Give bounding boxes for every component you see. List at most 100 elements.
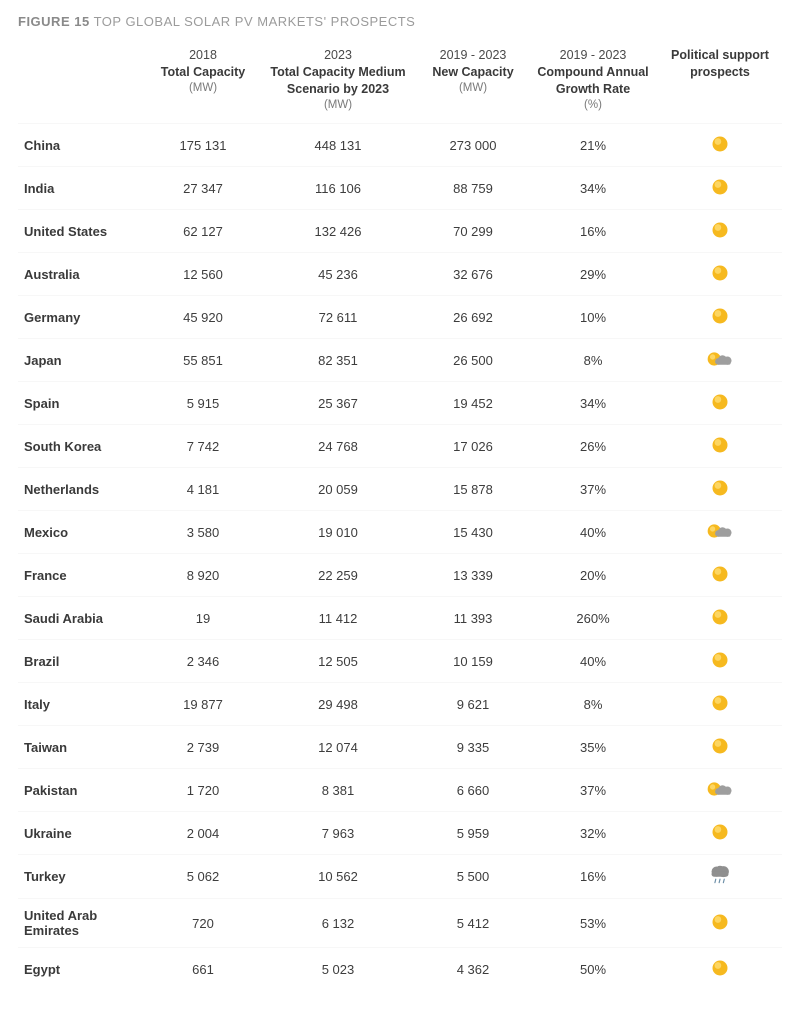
table-row: Germany 45 920 72 611 26 692 10% — [18, 296, 782, 339]
sun-icon — [710, 912, 730, 932]
cell-cagr: 37% — [528, 769, 658, 812]
sun-icon — [710, 134, 730, 154]
table-row: Turkey 5 062 10 562 5 500 16% — [18, 855, 782, 899]
cell-country: United States — [18, 210, 148, 253]
cell-cagr: 32% — [528, 812, 658, 855]
cell-cagr: 8% — [528, 339, 658, 382]
table-row: Italy 19 877 29 498 9 621 8% — [18, 683, 782, 726]
col-newcap: 2019 - 2023 New Capacity (MW) — [418, 47, 528, 124]
table-header: 2018 Total Capacity (MW) 2023 Total Capa… — [18, 47, 782, 124]
sun-icon — [710, 263, 730, 283]
cell-2023: 132 426 — [258, 210, 418, 253]
sun-icon — [710, 693, 730, 713]
cell-2023: 8 381 — [258, 769, 418, 812]
table-row: Ukraine 2 004 7 963 5 959 32% — [18, 812, 782, 855]
sun-icon — [710, 650, 730, 670]
cell-cagr: 21% — [528, 124, 658, 167]
col-2018: 2018 Total Capacity (MW) — [148, 47, 258, 124]
cell-newcap: 6 660 — [418, 769, 528, 812]
cell-newcap: 9 335 — [418, 726, 528, 769]
table-row: United Arab Emirates 720 6 132 5 412 53% — [18, 899, 782, 948]
cell-2023: 5 023 — [258, 948, 418, 991]
cell-newcap: 10 159 — [418, 640, 528, 683]
cell-support — [658, 683, 782, 726]
cell-2018: 2 346 — [148, 640, 258, 683]
cell-support — [658, 339, 782, 382]
table-body: China 175 131 448 131 273 000 21% India … — [18, 124, 782, 991]
cell-cagr: 40% — [528, 640, 658, 683]
cell-2018: 7 742 — [148, 425, 258, 468]
cell-2018: 2 739 — [148, 726, 258, 769]
rain-cloud-icon — [708, 864, 732, 886]
cell-country: France — [18, 554, 148, 597]
cell-2023: 82 351 — [258, 339, 418, 382]
cell-2023: 25 367 — [258, 382, 418, 425]
cell-support — [658, 726, 782, 769]
col-support: Political support prospects — [658, 47, 782, 124]
cell-support — [658, 296, 782, 339]
sun-icon — [710, 607, 730, 627]
cell-country: Italy — [18, 683, 148, 726]
cell-country: Spain — [18, 382, 148, 425]
cell-support — [658, 769, 782, 812]
cell-newcap: 70 299 — [418, 210, 528, 253]
cell-support — [658, 554, 782, 597]
cell-country: Japan — [18, 339, 148, 382]
sun-icon — [710, 822, 730, 842]
sun-icon — [710, 736, 730, 756]
sun-icon — [710, 177, 730, 197]
table-row: Pakistan 1 720 8 381 6 660 37% — [18, 769, 782, 812]
table-row: China 175 131 448 131 273 000 21% — [18, 124, 782, 167]
cell-newcap: 26 692 — [418, 296, 528, 339]
cell-country: Australia — [18, 253, 148, 296]
cell-2018: 62 127 — [148, 210, 258, 253]
cell-country: Brazil — [18, 640, 148, 683]
col-cagr: 2019 - 2023 Compound Annual Growth Rate … — [528, 47, 658, 124]
table-row: Egypt 661 5 023 4 362 50% — [18, 948, 782, 991]
cell-support — [658, 468, 782, 511]
cell-country: India — [18, 167, 148, 210]
cell-2023: 7 963 — [258, 812, 418, 855]
cell-2018: 2 004 — [148, 812, 258, 855]
cell-newcap: 13 339 — [418, 554, 528, 597]
cell-country: Mexico — [18, 511, 148, 554]
cell-country: China — [18, 124, 148, 167]
cell-support — [658, 382, 782, 425]
cell-country: Saudi Arabia — [18, 597, 148, 640]
markets-table: 2018 Total Capacity (MW) 2023 Total Capa… — [18, 47, 782, 990]
cell-2018: 45 920 — [148, 296, 258, 339]
cell-cagr: 16% — [528, 210, 658, 253]
sun-icon — [710, 958, 730, 978]
cell-2018: 5 062 — [148, 855, 258, 899]
cell-2023: 12 074 — [258, 726, 418, 769]
cell-support — [658, 124, 782, 167]
cell-cagr: 53% — [528, 899, 658, 948]
sun-icon — [710, 435, 730, 455]
cell-support — [658, 597, 782, 640]
cell-2018: 5 915 — [148, 382, 258, 425]
cell-newcap: 9 621 — [418, 683, 528, 726]
cell-newcap: 15 430 — [418, 511, 528, 554]
cell-2018: 19 877 — [148, 683, 258, 726]
cell-cagr: 10% — [528, 296, 658, 339]
cell-country: Turkey — [18, 855, 148, 899]
cell-cagr: 34% — [528, 382, 658, 425]
cell-cagr: 20% — [528, 554, 658, 597]
cell-newcap: 273 000 — [418, 124, 528, 167]
sun-icon — [710, 478, 730, 498]
cell-2018: 19 — [148, 597, 258, 640]
cell-2018: 720 — [148, 899, 258, 948]
cell-2023: 6 132 — [258, 899, 418, 948]
cell-newcap: 17 026 — [418, 425, 528, 468]
cell-2023: 24 768 — [258, 425, 418, 468]
cell-support — [658, 511, 782, 554]
cell-newcap: 15 878 — [418, 468, 528, 511]
sun-cloud-icon — [706, 349, 734, 369]
cell-2018: 175 131 — [148, 124, 258, 167]
cell-2023: 45 236 — [258, 253, 418, 296]
cell-cagr: 16% — [528, 855, 658, 899]
sun-cloud-icon — [706, 779, 734, 799]
cell-support — [658, 812, 782, 855]
cell-2023: 20 059 — [258, 468, 418, 511]
cell-country: Pakistan — [18, 769, 148, 812]
